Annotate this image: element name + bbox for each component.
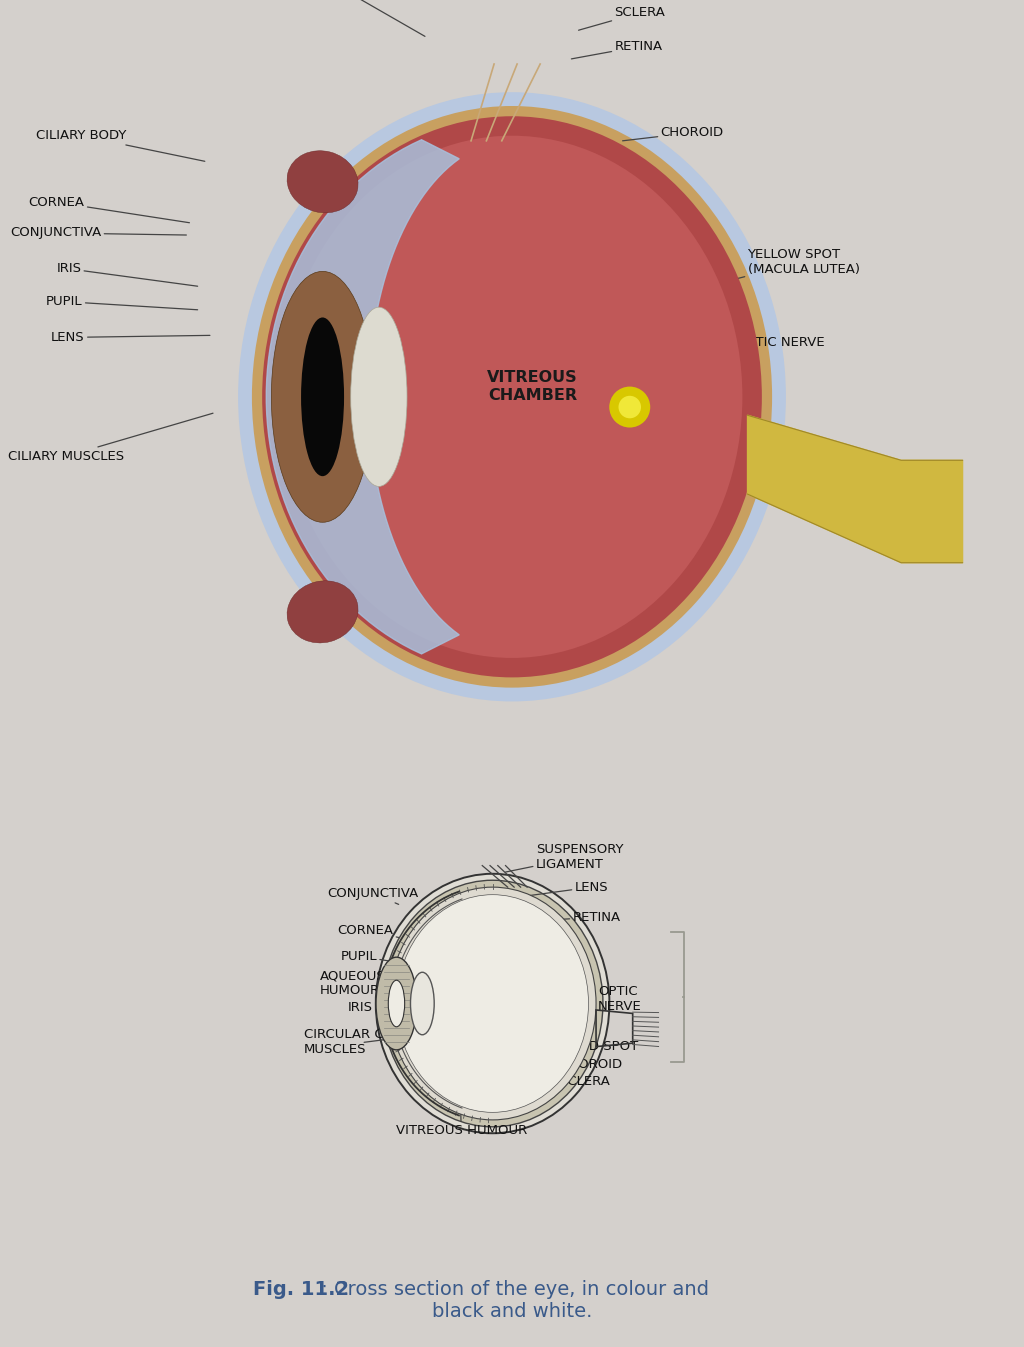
Text: RETINA: RETINA — [543, 911, 621, 924]
Ellipse shape — [376, 958, 417, 1049]
Circle shape — [609, 387, 650, 427]
Text: CHOROID: CHOROID — [623, 127, 724, 141]
Text: SUSPENSORY
LIGAMENT: SUSPENSORY LIGAMENT — [506, 843, 624, 872]
Text: : Cross section of the eye, in colour and
black and white.: : Cross section of the eye, in colour an… — [315, 1280, 709, 1321]
Text: IRIS: IRIS — [56, 263, 198, 286]
Text: PUPIL: PUPIL — [46, 295, 198, 310]
Ellipse shape — [252, 106, 772, 687]
Text: SCLERA: SCLERA — [549, 1075, 610, 1088]
Text: VITREOUS
CHAMBER: VITREOUS CHAMBER — [487, 370, 578, 403]
Ellipse shape — [238, 92, 786, 702]
Text: AQUEOUS
HUMOUR: AQUEOUS HUMOUR — [321, 970, 395, 997]
Text: BLIND SPOT: BLIND SPOT — [450, 512, 541, 562]
Text: SUSPENSORY
LIGAMENT: SUSPENSORY LIGAMENT — [287, 0, 425, 36]
Text: IRIS: IRIS — [348, 1001, 398, 1014]
Text: CILIARY BODY: CILIARY BODY — [36, 129, 205, 162]
Text: CONJUNCTIVA: CONJUNCTIVA — [10, 226, 186, 240]
Text: CORNEA: CORNEA — [29, 195, 189, 222]
Polygon shape — [748, 415, 963, 563]
Text: OPTIC
NERVE: OPTIC NERVE — [587, 985, 642, 1013]
Text: CIRCULAR CILIARY
MUSCLES: CIRCULAR CILIARY MUSCLES — [304, 1028, 424, 1056]
Circle shape — [618, 396, 641, 419]
Text: CORNEA: CORNEA — [338, 924, 399, 938]
Text: PUPIL: PUPIL — [340, 950, 399, 963]
Text: LENS: LENS — [51, 331, 210, 343]
Text: VITREOUS HUMOUR: VITREOUS HUMOUR — [395, 1094, 527, 1137]
Text: YELLOW SPOT
(MACULA LUTEA): YELLOW SPOT (MACULA LUTEA) — [655, 248, 859, 299]
Text: OPTIC NERVE: OPTIC NERVE — [701, 335, 825, 366]
Ellipse shape — [388, 981, 404, 1026]
Text: BLIND SPOT: BLIND SPOT — [549, 1040, 639, 1053]
Ellipse shape — [282, 136, 742, 657]
Text: SCLERA: SCLERA — [579, 7, 666, 30]
Text: CONJUNCTIVA: CONJUNCTIVA — [328, 888, 419, 904]
Ellipse shape — [262, 116, 762, 678]
Ellipse shape — [396, 894, 589, 1113]
Ellipse shape — [287, 581, 358, 643]
Ellipse shape — [411, 973, 434, 1034]
Ellipse shape — [382, 880, 603, 1127]
Ellipse shape — [376, 874, 609, 1133]
Text: RETINA: RETINA — [571, 40, 663, 59]
Ellipse shape — [389, 888, 596, 1119]
Text: CILIARY MUSCLES: CILIARY MUSCLES — [8, 414, 213, 463]
Text: CHOROID: CHOROID — [550, 1057, 623, 1071]
Ellipse shape — [350, 307, 408, 486]
Ellipse shape — [287, 151, 358, 213]
Polygon shape — [266, 140, 459, 653]
Text: LENS: LENS — [518, 881, 608, 897]
Text: Fig. 11.2: Fig. 11.2 — [253, 1280, 349, 1299]
Ellipse shape — [271, 271, 374, 523]
Ellipse shape — [301, 318, 344, 477]
